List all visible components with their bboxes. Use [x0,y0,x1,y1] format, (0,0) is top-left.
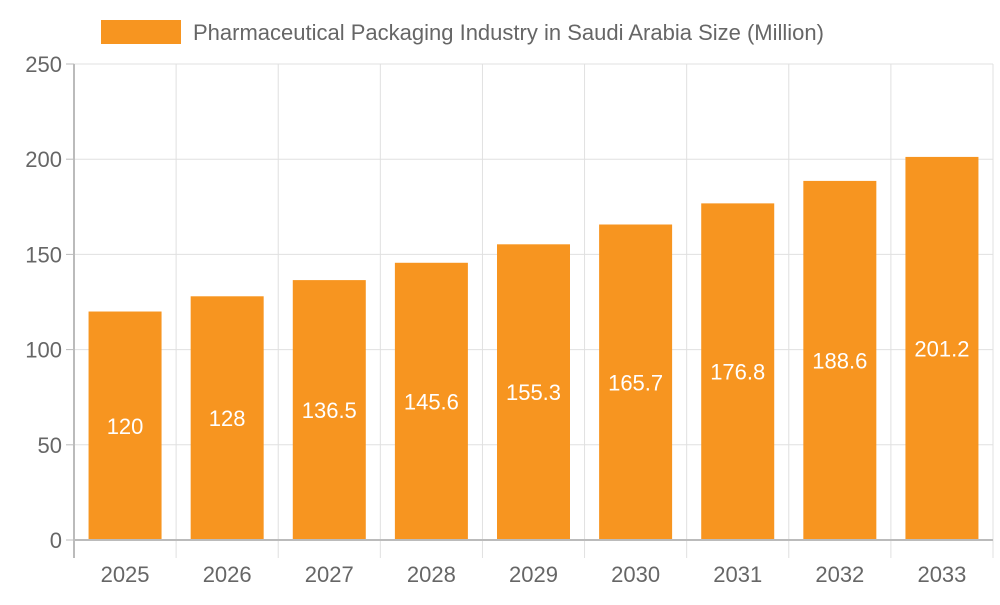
y-tick-label: 200 [25,147,62,172]
x-tick-label: 2032 [815,562,864,587]
legend-label: Pharmaceutical Packaging Industry in Sau… [193,20,824,45]
x-tick-label: 2025 [101,562,150,587]
bar [497,244,570,540]
bar [88,311,162,540]
x-tick-label: 2026 [203,562,252,587]
grid [73,63,994,558]
axes: 0 50 100 150 200 250 2025 2026 2027 2028 2029 2030 2… [25,52,993,587]
legend[interactable]: Pharmaceutical Packaging Industry in Sau… [101,20,824,45]
x-tick-label: 2028 [407,562,456,587]
x-tick-label: 2033 [917,562,966,587]
y-tick-label: 150 [25,242,62,267]
data-label: 155.3 [506,380,561,405]
data-label: 188.6 [812,348,867,373]
bar [292,280,366,540]
data-label: 176.8 [710,360,765,385]
bar [701,203,775,540]
x-tick-label: 2030 [611,562,660,587]
bar [803,180,877,541]
bar [190,296,264,540]
data-label: 136.5 [302,398,357,423]
data-label: 128 [209,406,246,431]
bar [599,224,673,540]
data-label: 165.7 [608,370,663,395]
bar [394,262,468,540]
data-label: 145.6 [404,389,459,414]
y-tick-label: 50 [38,433,62,458]
data-label: 120 [107,414,144,439]
legend-swatch [101,20,181,44]
y-tick-label: 250 [25,52,62,77]
bar [905,156,979,540]
y-tick-label: 0 [50,528,62,553]
bars: 120 128 136.5 145.6 155.3 165.7 176.8 188.6 201.… [88,156,979,541]
x-tick-label: 2031 [713,562,762,587]
x-tick-label: 2027 [305,562,354,587]
y-tick-label: 100 [25,338,62,363]
data-label: 201.2 [914,336,969,361]
x-tick-label: 2029 [509,562,558,587]
